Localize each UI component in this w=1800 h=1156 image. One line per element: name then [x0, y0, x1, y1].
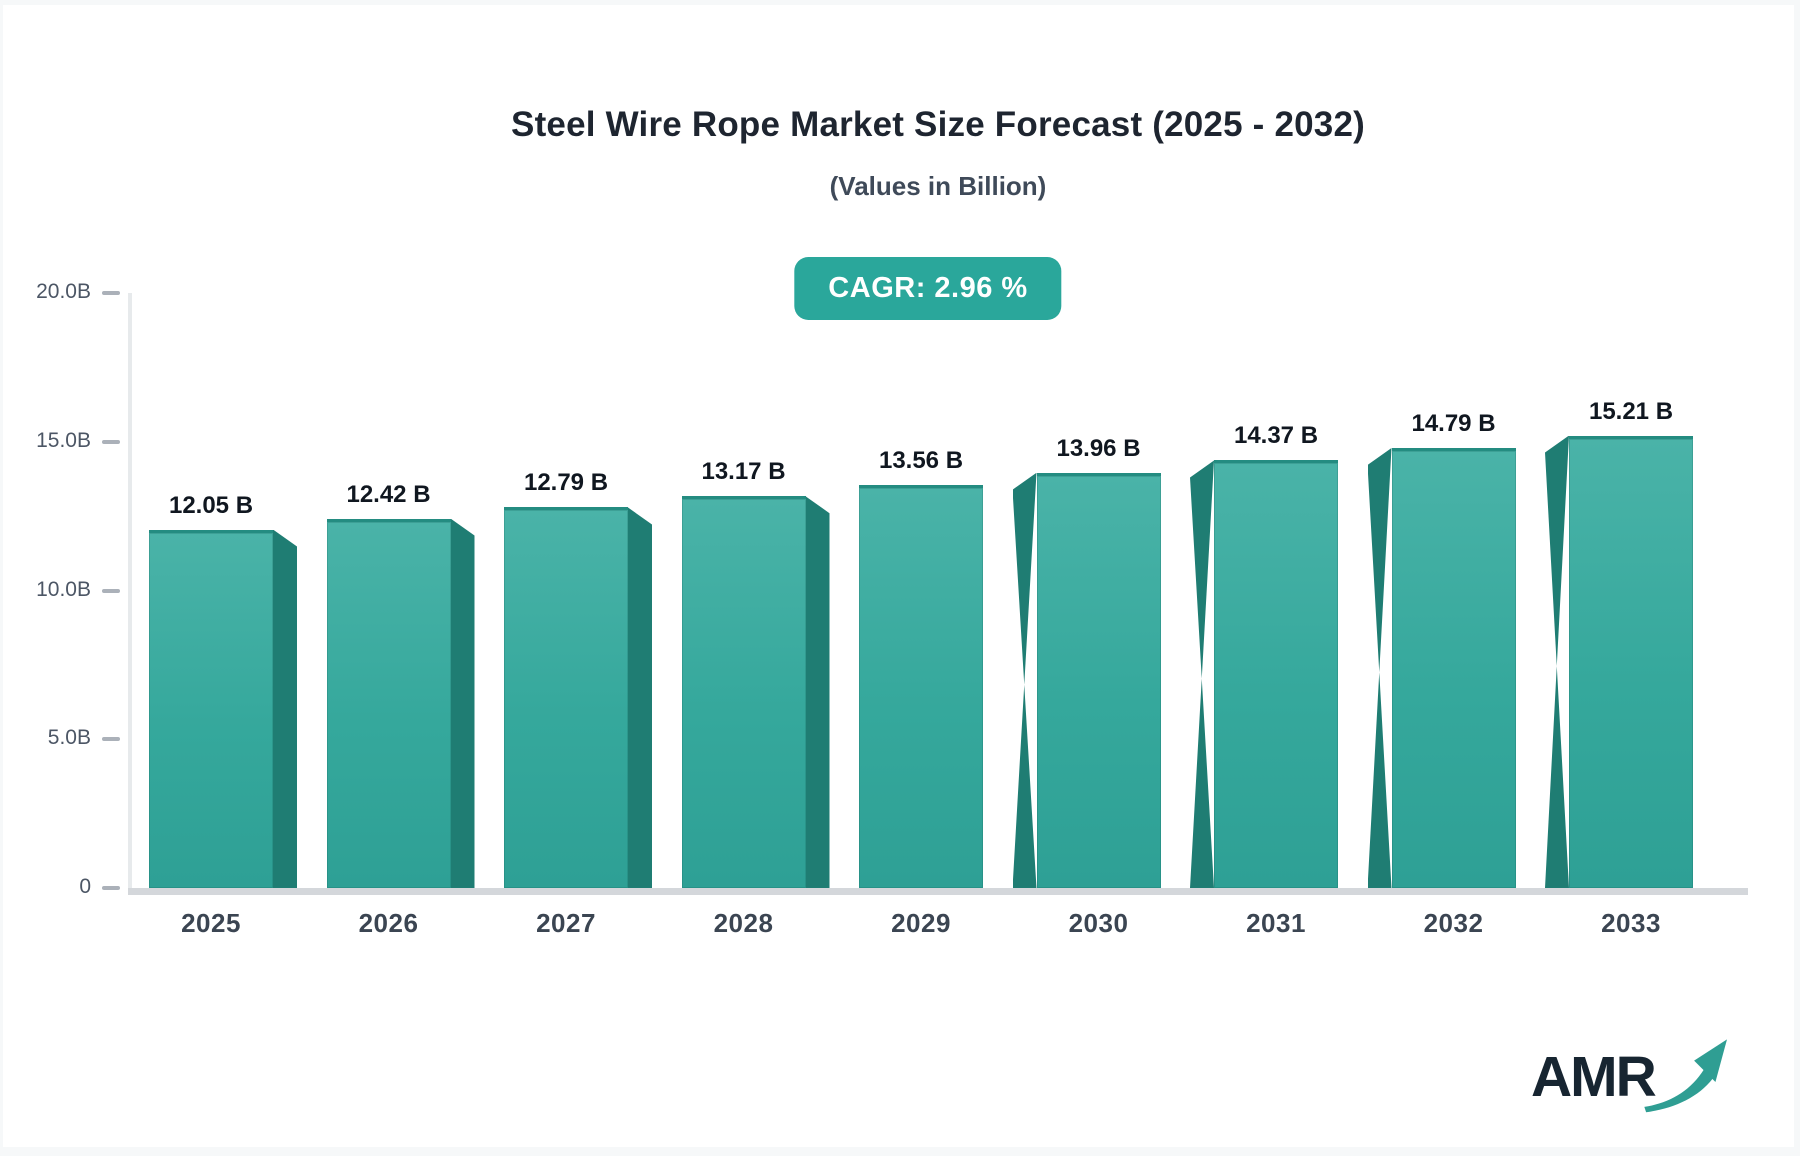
bar-2028 — [681, 496, 806, 888]
bar-2033 — [1569, 435, 1693, 888]
x-axis-label-2033: 2033 — [1601, 908, 1661, 938]
bar-2026 — [326, 518, 451, 888]
bar-value-label-2027: 12.79 B — [523, 469, 609, 497]
x-axis-label-2030: 2030 — [1068, 908, 1129, 938]
bar-side-face-2028 — [805, 496, 830, 888]
y-axis-line — [128, 293, 132, 893]
x-axis-label-2025: 2025 — [181, 908, 241, 938]
y-axis-tick-5.0B — [102, 737, 120, 742]
amr-logo: AMR — [1531, 1039, 1733, 1114]
bar-value-label-2030: 13.96 B — [1056, 434, 1141, 462]
y-axis-tick-20.0B — [102, 291, 120, 295]
bar-2032 — [1391, 447, 1516, 888]
chart-subtitle: (Values in Billion) — [829, 171, 1047, 201]
bar-value-label-2025: 12.05 B — [168, 491, 254, 519]
x-axis-label-2026: 2026 — [358, 908, 419, 938]
x-axis-label-2032: 2032 — [1423, 908, 1484, 938]
amr-logo-text: AMR — [1531, 1045, 1657, 1109]
bar-value-label-2026: 12.42 B — [346, 480, 431, 508]
y-axis-tick-10.0B — [102, 588, 120, 593]
x-axis-baseline — [128, 888, 1748, 895]
y-axis-label-5.0B: 5.0B — [47, 726, 91, 750]
y-axis-label-20.0B: 20.0B — [36, 280, 91, 303]
bar-2031 — [1214, 460, 1338, 888]
bar-side-face-2026 — [450, 518, 475, 888]
cagr-badge: CAGR: 2.96 % — [794, 257, 1062, 320]
growth-arrow-icon — [1644, 1039, 1727, 1113]
bar-value-label-2029: 13.56 B — [878, 446, 964, 474]
chart-title: Steel Wire Rope Market Size Forecast (20… — [511, 105, 1365, 144]
bar-2029 — [859, 484, 983, 888]
y-axis-tick-0 — [102, 886, 120, 890]
bar-2025 — [149, 529, 273, 888]
x-axis-label-2029: 2029 — [891, 908, 951, 938]
bar-2027 — [504, 507, 628, 888]
bar-side-face-2031 — [1190, 460, 1214, 888]
y-axis-tick-15.0B — [102, 439, 120, 444]
bar-side-face-2033 — [1545, 435, 1569, 888]
bar-side-face-2032 — [1367, 447, 1392, 888]
bar-value-label-2033: 15.21 B — [1588, 397, 1674, 425]
bar-side-face-2025 — [273, 529, 297, 888]
bar-side-face-2027 — [628, 507, 652, 888]
y-axis-label-10.0B: 10.0B — [36, 577, 91, 601]
bar-chart-plot-area: 20.0B 15.0B 10.0B 5.0B 0 12.05 B 2025 12.42 B 20… — [3, 5, 1794, 1147]
bar-side-face-2030 — [1012, 472, 1037, 888]
bar-value-label-2031: 14.37 B — [1233, 422, 1319, 450]
x-axis-label-2028: 2028 — [713, 908, 774, 938]
x-axis-label-2027: 2027 — [536, 908, 596, 938]
y-axis-label-15.0B: 15.0B — [36, 428, 91, 452]
bar-value-label-2032: 14.79 B — [1411, 409, 1496, 437]
chart-card: Steel Wire Rope Market Size Forecast (20… — [3, 5, 1794, 1147]
bar-2030 — [1036, 472, 1161, 888]
y-axis-label-0: 0 — [79, 875, 91, 898]
x-axis-label-2031: 2031 — [1246, 908, 1306, 938]
bar-value-label-2028: 13.17 B — [701, 458, 786, 486]
